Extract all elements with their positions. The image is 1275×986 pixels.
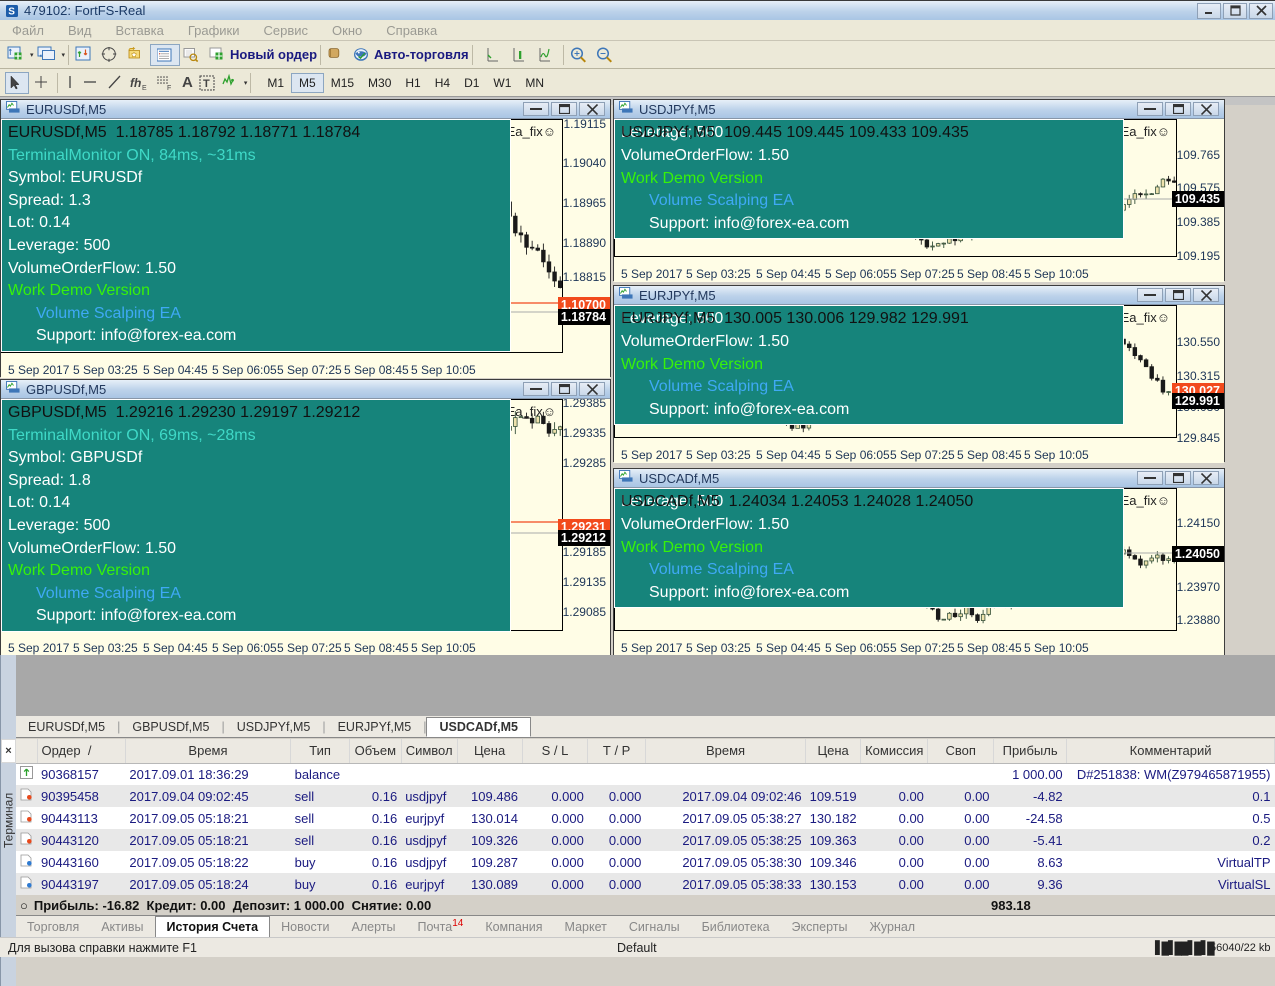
svg-text:E: E (142, 85, 147, 92)
svg-text:S: S (8, 6, 15, 17)
svg-text:fh: fh (130, 76, 141, 90)
svg-text:F: F (167, 85, 171, 92)
svg-text:T: T (203, 78, 210, 90)
